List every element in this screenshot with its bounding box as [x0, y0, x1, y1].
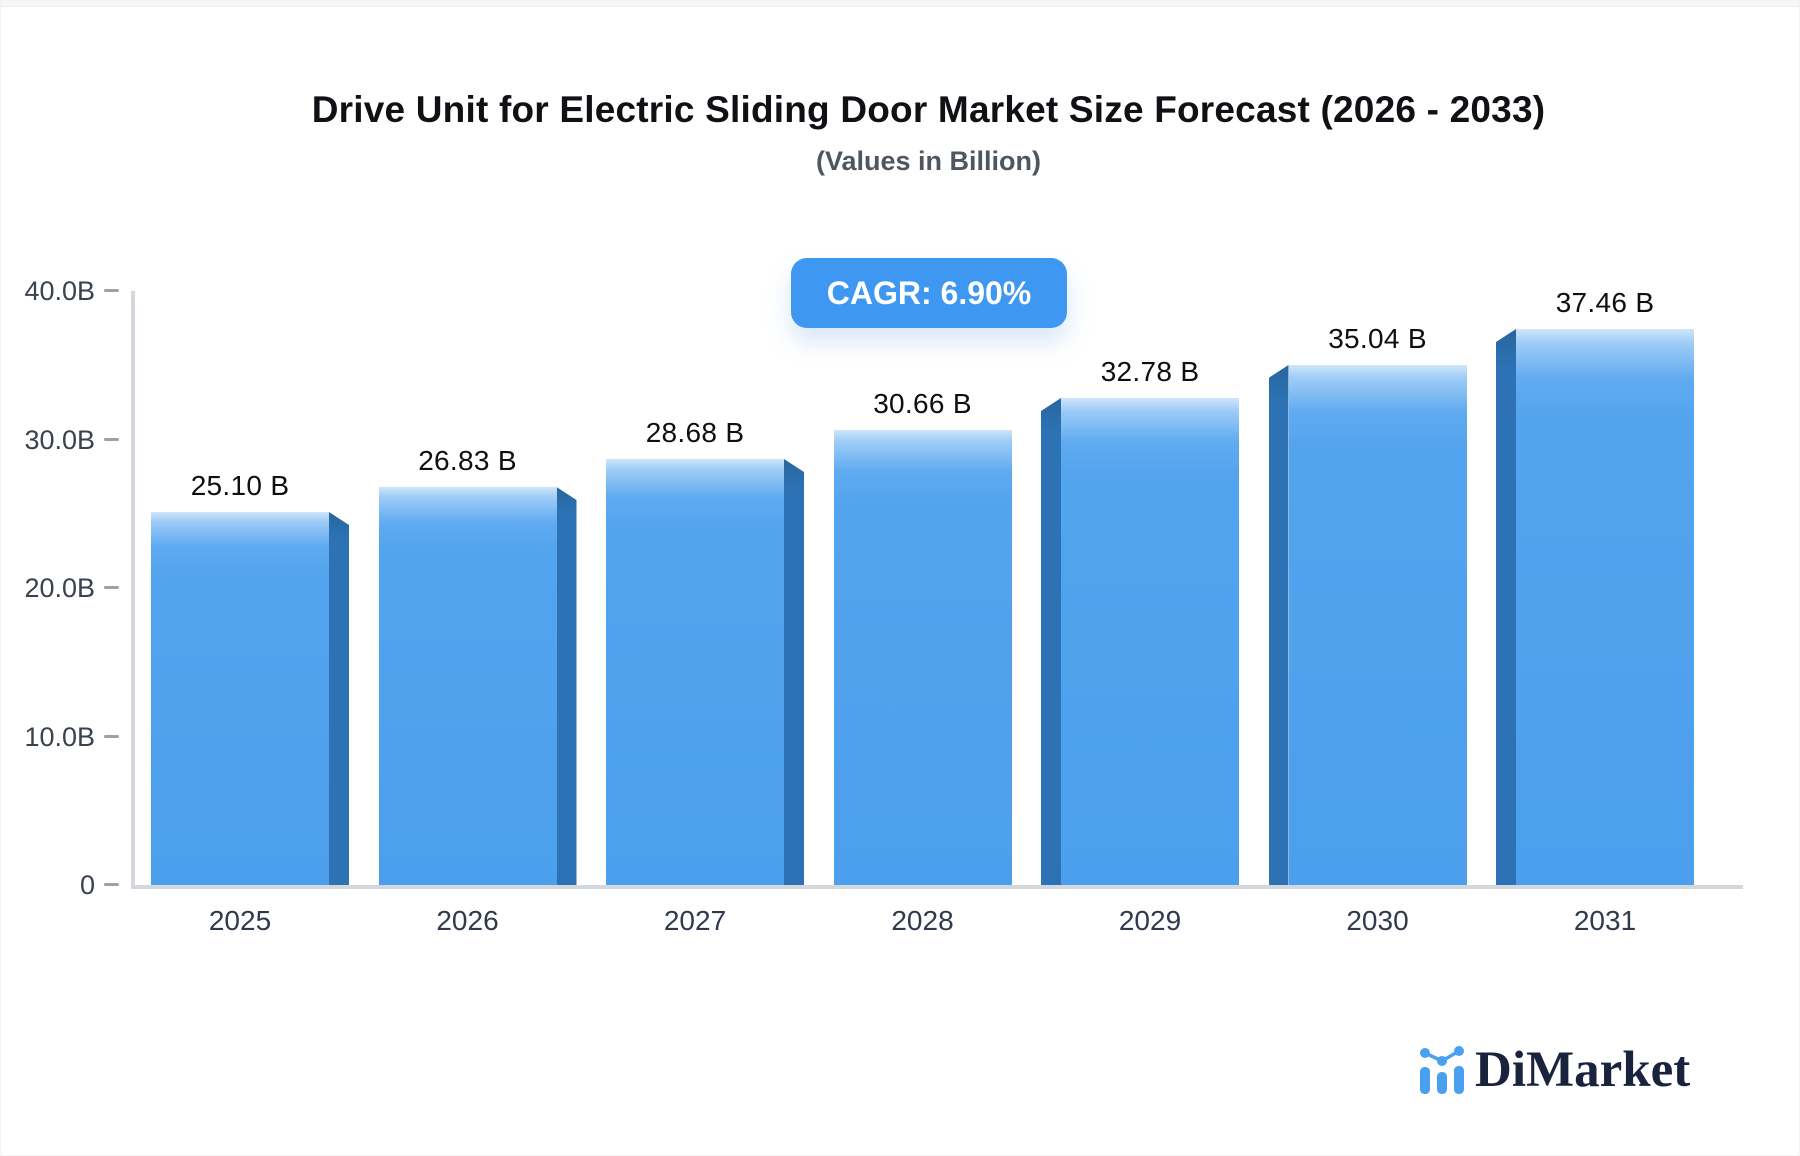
y-tick-label: 20.0B [24, 573, 95, 603]
bar-2025: 25.10 B [151, 470, 349, 885]
x-tick-label-2027: 2027 [663, 905, 727, 936]
y-tick-mark [104, 289, 119, 292]
bar-3d-side [1496, 329, 1516, 885]
y-tick-label: 0 [79, 870, 95, 900]
y-tick-mark [104, 883, 119, 886]
x-tick-label-2030: 2030 [1346, 905, 1409, 936]
x-axis-line [131, 885, 1743, 889]
x-tick-label-2028: 2028 [891, 905, 954, 936]
bar-2030: 35.04 B [1268, 323, 1467, 885]
bar-line-chart-icon [1420, 1046, 1464, 1094]
bar-value-label: 28.68 B [645, 417, 745, 448]
bar-3d-side [329, 512, 349, 885]
bar-2029: 32.78 B [1041, 356, 1239, 885]
y-tick-label: 10.0B [24, 721, 95, 752]
bar-face [151, 512, 329, 885]
bar-2027: 28.68 B [606, 417, 804, 885]
bar-value-label: 25.10 B [190, 470, 290, 501]
bar-3d-side [784, 459, 804, 885]
x-tick-label-2029: 2029 [1118, 905, 1182, 936]
bar-2028: 30.66 B [833, 388, 1012, 885]
x-tick-label-2025: 2025 [208, 905, 272, 936]
cagr-badge: CAGR: 6.90% [791, 258, 1067, 328]
bar-value-label: 37.46 B [1555, 287, 1655, 318]
bar-2026: 26.83 B [378, 445, 577, 885]
x-tick-label-2031: 2031 [1573, 905, 1637, 936]
bar-face [1516, 329, 1694, 885]
bar-face [1061, 398, 1239, 885]
bar-value-label: 32.78 B [1100, 356, 1200, 387]
page-title: Drive Unit for Electric Sliding Door Mar… [311, 89, 1546, 130]
bar-face [1288, 365, 1467, 885]
brand-logo: DiMarket [1419, 1039, 1690, 1101]
bar-value-label: 30.66 B [873, 388, 972, 419]
page-subtitle: (Values in Billion) [815, 146, 1042, 176]
bar-3d-side [1041, 398, 1061, 885]
x-tick-label-2026: 2026 [436, 905, 499, 936]
bar-3d-side [556, 487, 577, 885]
bar-face [833, 430, 1012, 885]
y-axis-line [131, 291, 135, 889]
plot-area: 0 10.0B 20.0B 30.0B 40.0B 25.10 B 26.83 B 28.6… [24, 276, 1743, 936]
bar-face [606, 459, 784, 885]
y-tick-mark [104, 734, 119, 738]
y-tick-mark [104, 437, 119, 441]
bar-value-label: 26.83 B [418, 445, 517, 476]
bar-value-label: 35.04 B [1328, 323, 1427, 354]
y-tick-label: 30.0B [24, 424, 95, 455]
y-tick-label: 40.0B [24, 276, 95, 306]
chart-header: Drive Unit for Electric Sliding Door Mar… [56, 89, 1800, 177]
bar-face [378, 487, 557, 885]
y-tick-mark [104, 586, 119, 589]
top-border [1, 1, 1799, 7]
bar-3d-side [1268, 365, 1289, 885]
bar-2031: 37.46 B [1496, 287, 1694, 885]
brand-name: DiMarket [1475, 1042, 1691, 1098]
